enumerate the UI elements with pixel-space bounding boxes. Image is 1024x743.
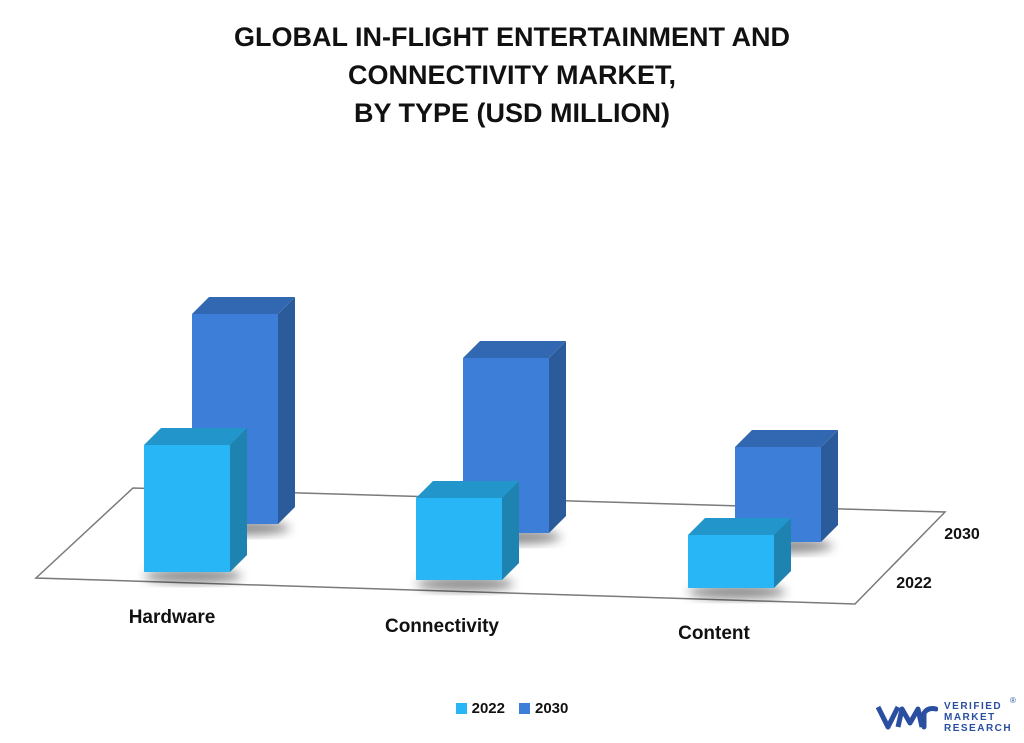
depth-axis-labels: 2030 2022 [896, 526, 980, 592]
vmr-logo-text: VERIFIED MARKET RESEARCH [944, 700, 1013, 734]
chart-title-line-2: CONNECTIVITY MARKET, [347, 60, 677, 90]
depth-label-2030: 2030 [944, 526, 980, 543]
bar-chart-3d: Hardware Connectivity Content 2030 2022 [34, 297, 980, 644]
legend-swatch-2022 [455, 703, 467, 714]
chart-title-line-3: BY TYPE (USD MILLION) [353, 98, 670, 128]
legend-item-2022: 2022 [455, 700, 505, 717]
category-label-content: Content [678, 623, 750, 644]
bar-2022-hardware [144, 428, 247, 583]
category-axis-labels: Hardware Connectivity Content [129, 607, 751, 644]
category-label-connectivity: Connectivity [385, 616, 499, 637]
legend-swatch-2030 [519, 703, 530, 714]
series-2022-bars [144, 428, 791, 599]
registered-mark: ® [1010, 696, 1016, 705]
legend-label-2030: 2030 [535, 700, 569, 717]
bar-2022-connectivity [416, 481, 519, 591]
chart-legend: 2022 2030 [0, 700, 1024, 717]
bar-2022-content [688, 518, 791, 599]
vmr-logo-icon [876, 705, 938, 730]
chart-title: GLOBAL IN-FLIGHT ENTERTAINMENT AND CONNE… [0, 18, 1024, 132]
category-label-hardware: Hardware [129, 607, 216, 628]
vmr-logo: VERIFIED MARKET RESEARCH ® [876, 696, 1016, 738]
chart-title-line-1: GLOBAL IN-FLIGHT ENTERTAINMENT AND [234, 22, 790, 52]
depth-label-2022: 2022 [896, 575, 932, 592]
legend-label-2022: 2022 [471, 700, 505, 717]
legend-item-2030: 2030 [519, 700, 568, 717]
